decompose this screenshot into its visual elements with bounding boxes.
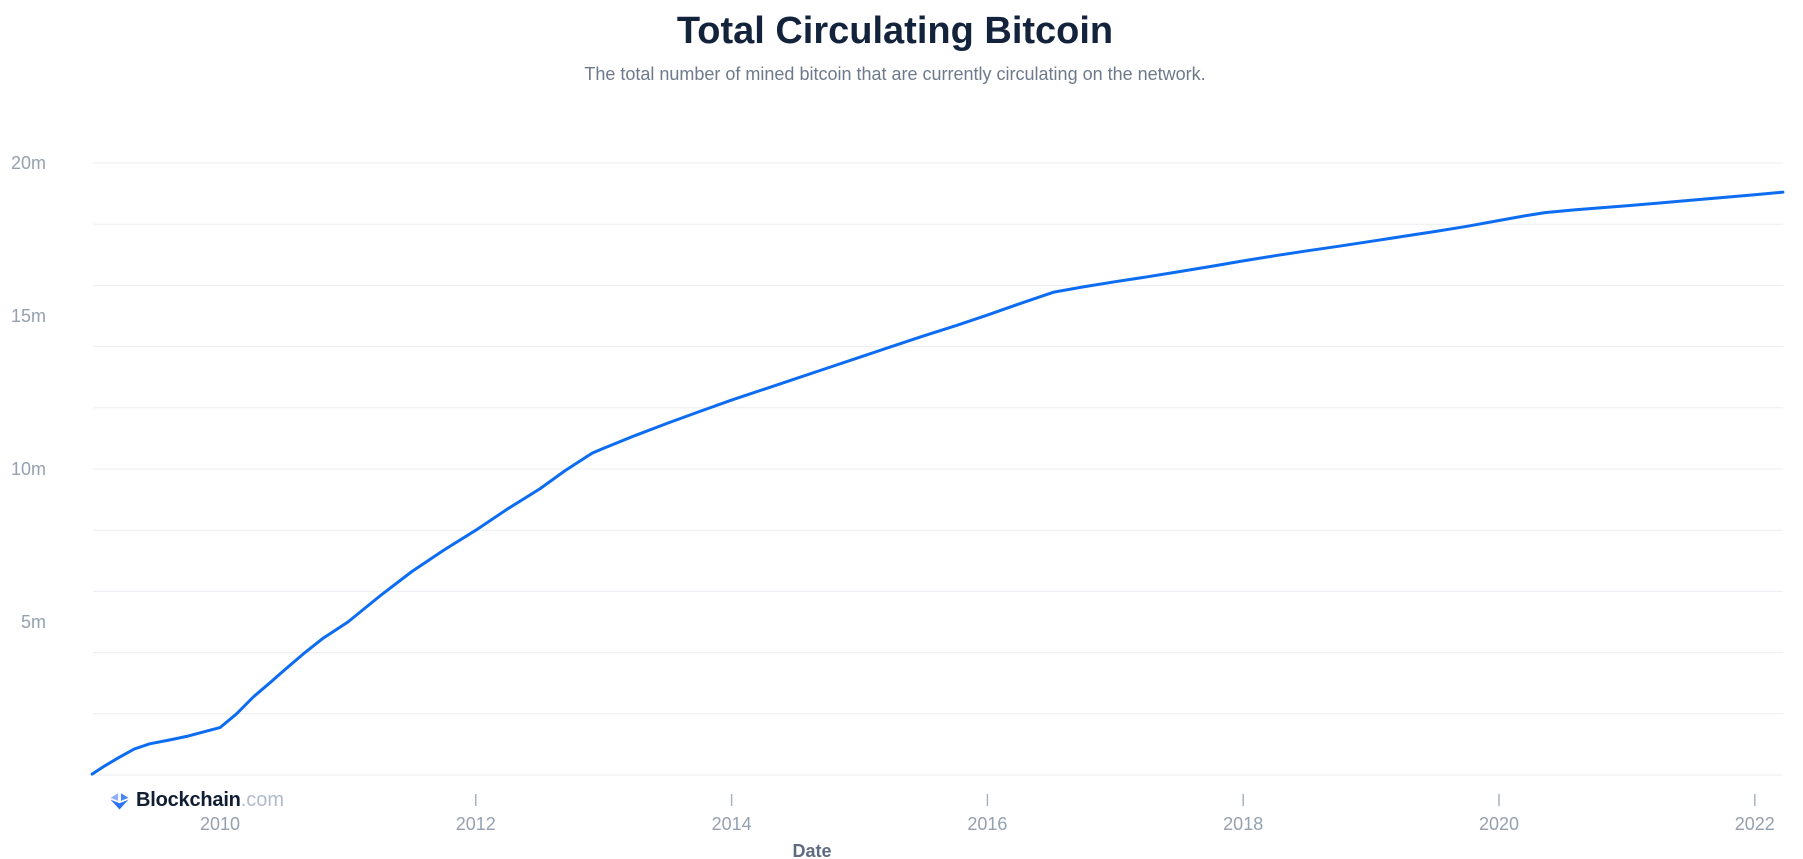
supply-line-series[interactable]	[90, 190, 1785, 776]
x-axis-label: 2010	[200, 814, 240, 834]
logo-domain-text: .com	[240, 789, 285, 811]
blockchain-logo[interactable]: Blockchain .com	[110, 789, 284, 812]
chart-title: Total Circulating Bitcoin	[676, 10, 1114, 52]
y-axis-label: 20m	[11, 153, 46, 173]
chart-subtitle: The total number of mined bitcoin that a…	[584, 64, 1206, 84]
x-axis-label: 2014	[712, 814, 752, 834]
x-axis-label: 2020	[1479, 814, 1519, 834]
blockchain-diamond-icon	[110, 793, 129, 810]
x-axis-label: 2012	[456, 814, 496, 834]
x-axis-label: 2018	[1223, 814, 1263, 834]
x-axis-label: 2022	[1735, 814, 1775, 834]
x-axis-label: 2016	[967, 814, 1007, 834]
x-axis-title: Date	[792, 841, 832, 859]
y-axis-label: 5m	[21, 612, 46, 632]
y-axis-label: 10m	[11, 459, 46, 479]
logo-brand-text: Blockchain	[136, 789, 241, 811]
y-axis-label: 15m	[11, 306, 46, 326]
